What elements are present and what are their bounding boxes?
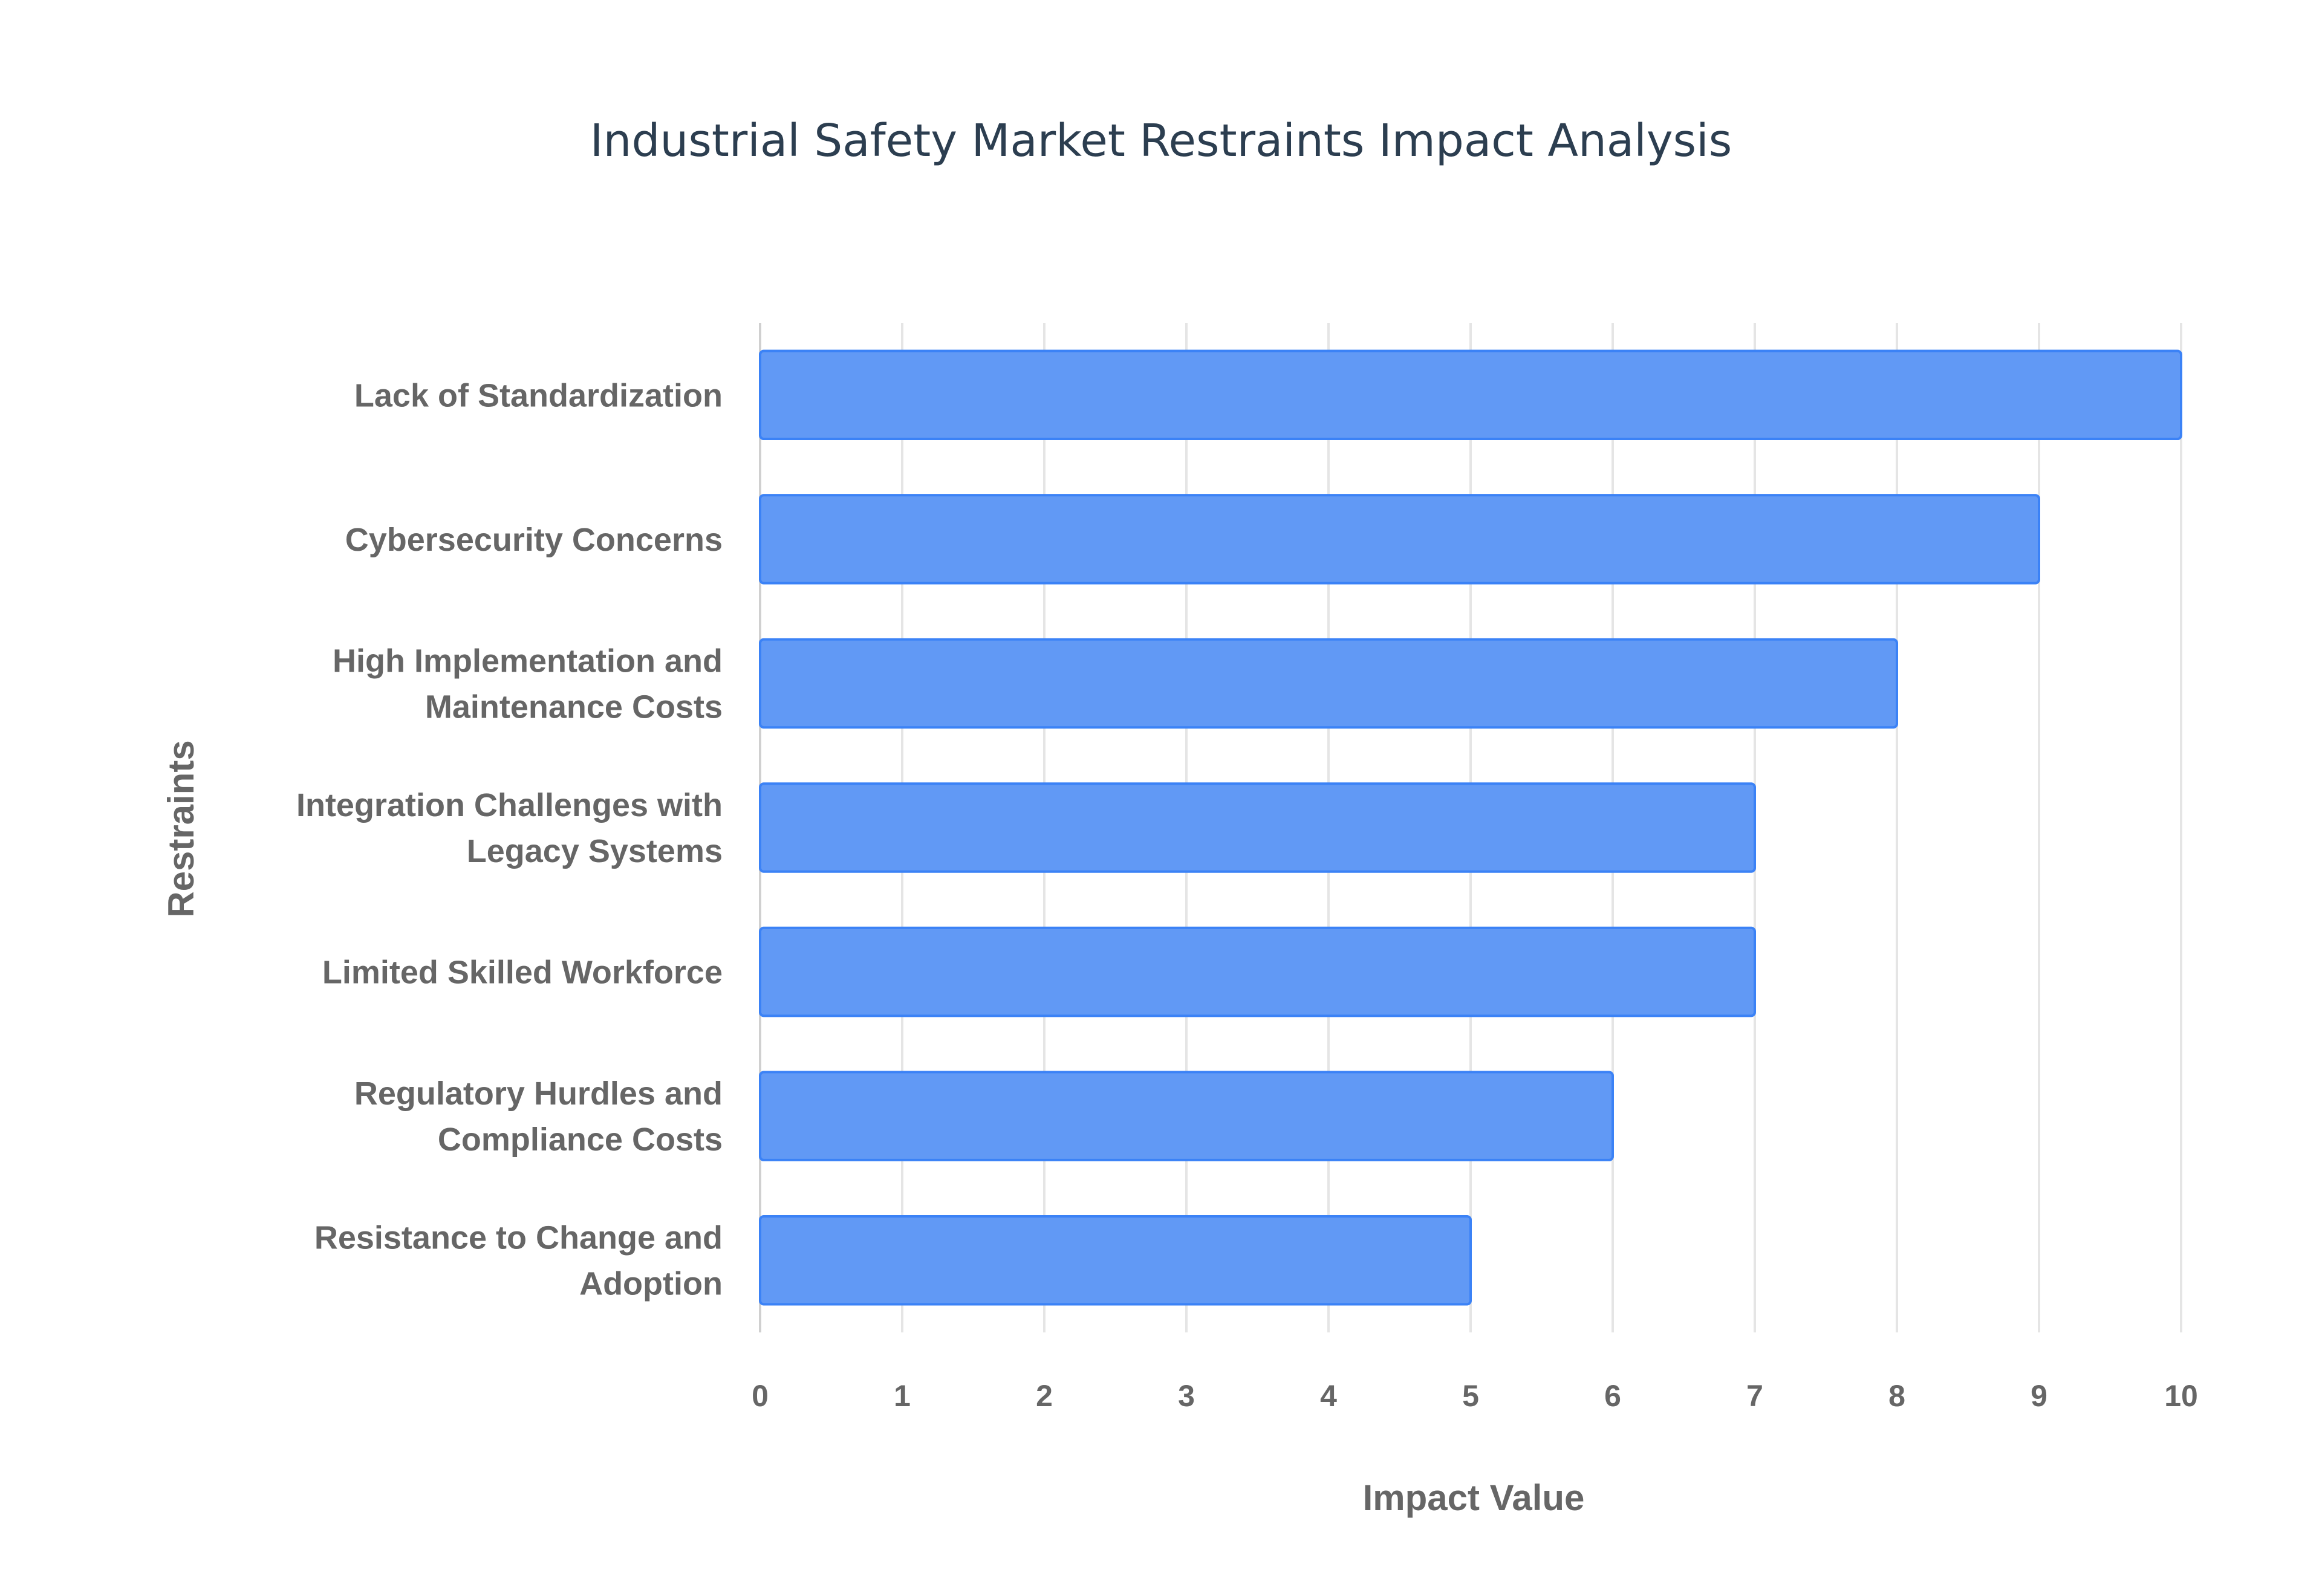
category-label: Cybersecurity Concerns <box>345 522 723 558</box>
x-tick-label: 2 <box>1036 1379 1053 1413</box>
category-labels: Lack of Standardization Cybersecurity Con… <box>296 377 723 1302</box>
category-label: Maintenance Costs <box>425 689 723 725</box>
bar <box>759 494 2040 585</box>
bar <box>759 638 1898 729</box>
chart-title: Industrial Safety Market Restraints Impa… <box>590 115 1732 167</box>
category-label: Legacy Systems <box>467 833 723 869</box>
x-tick-label: 7 <box>1746 1379 1763 1413</box>
category-label: High Implementation and <box>333 643 723 679</box>
x-tick-label: 6 <box>1604 1379 1621 1413</box>
category-label: Resistance to Change and <box>314 1220 723 1256</box>
category-label: Adoption <box>579 1266 723 1302</box>
bars <box>759 349 2182 1306</box>
y-axis-label: Restraints <box>161 740 201 917</box>
category-label: Lack of Standardization <box>354 377 723 414</box>
bar <box>759 349 2182 441</box>
x-tick-label: 3 <box>1178 1379 1195 1413</box>
x-tick-label: 4 <box>1320 1379 1337 1413</box>
x-tick-label: 9 <box>2031 1379 2047 1413</box>
bar <box>759 1215 1472 1306</box>
category-label: Integration Challenges with <box>296 787 723 823</box>
x-axis-label: Impact Value <box>1363 1478 1585 1518</box>
bar <box>759 782 1756 873</box>
x-tick-label: 1 <box>894 1379 911 1413</box>
category-label: Limited Skilled Workforce <box>322 955 723 991</box>
bar <box>759 1071 1614 1161</box>
category-label: Regulatory Hurdles and <box>354 1075 723 1112</box>
x-tick-label: 5 <box>1462 1379 1479 1413</box>
category-label: Compliance Costs <box>438 1121 723 1158</box>
bar <box>759 926 1756 1017</box>
x-tick-label: 10 <box>2164 1379 2198 1413</box>
x-tick-labels: 0 1 2 3 4 5 6 7 8 9 10 <box>752 1379 2198 1413</box>
x-tick-label: 8 <box>1888 1379 1905 1413</box>
x-tick-label: 0 <box>752 1379 769 1413</box>
